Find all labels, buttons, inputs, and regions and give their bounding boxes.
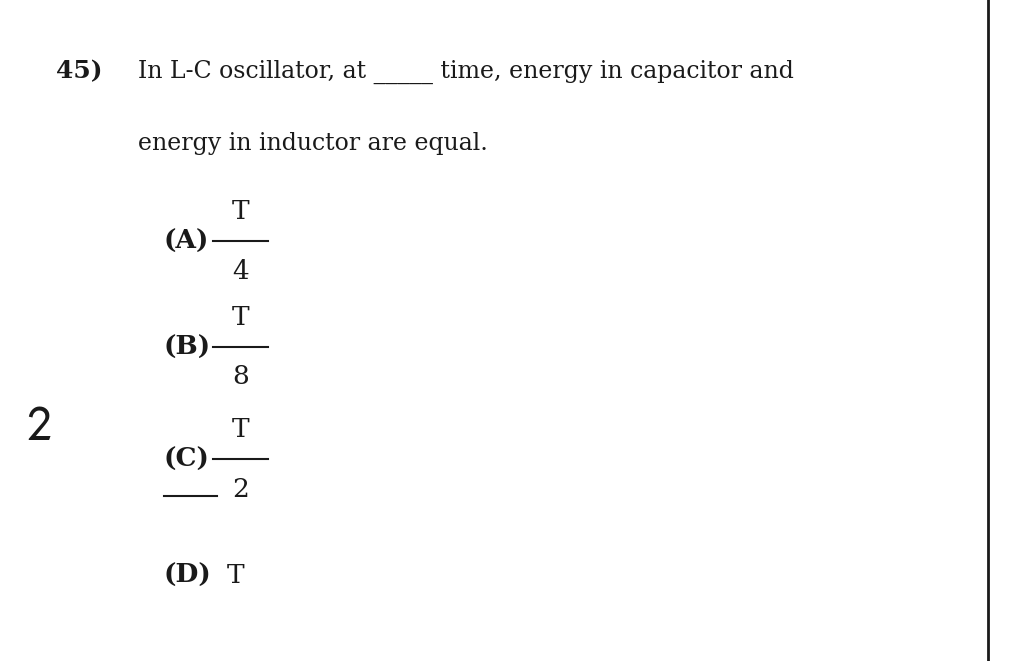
Text: 2: 2 — [232, 477, 249, 502]
Text: $\mathcal{2}$: $\mathcal{2}$ — [26, 402, 51, 451]
Text: (A): (A) — [164, 229, 209, 254]
Text: In L-C oscillator, at _____ time, energy in capacitor and: In L-C oscillator, at _____ time, energy… — [138, 59, 795, 84]
Text: 45): 45) — [56, 59, 102, 83]
Text: 4: 4 — [232, 258, 249, 284]
Text: T: T — [226, 563, 245, 588]
Text: 8: 8 — [232, 364, 249, 389]
Text: T: T — [231, 417, 250, 442]
Text: (C): (C) — [164, 447, 210, 472]
Text: T: T — [231, 305, 250, 330]
Text: T: T — [231, 199, 250, 224]
Text: (B): (B) — [164, 334, 211, 360]
Text: (D): (D) — [164, 563, 212, 588]
Text: energy in inductor are equal.: energy in inductor are equal. — [138, 132, 488, 155]
